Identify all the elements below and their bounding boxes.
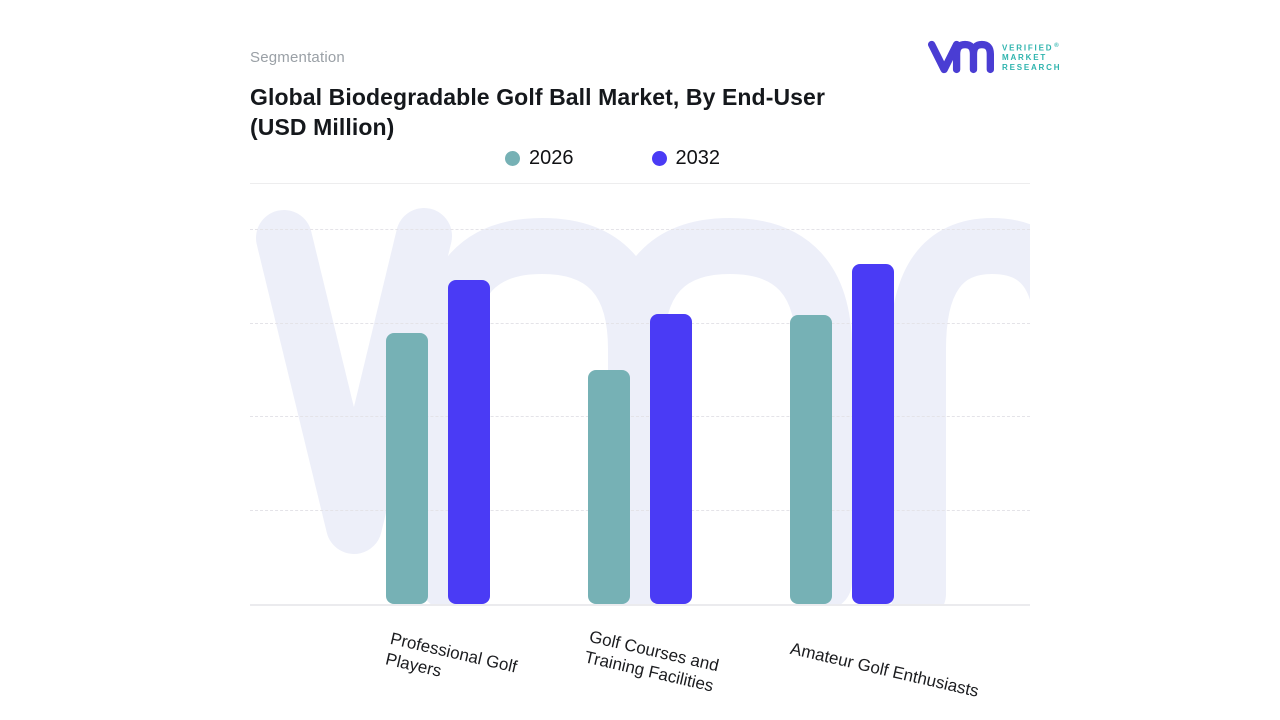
registered-mark: ® <box>1054 42 1059 49</box>
legend-label-2026: 2026 <box>529 147 574 169</box>
gridline <box>250 416 1030 417</box>
bar-2032-category-2 <box>852 264 894 604</box>
legend-item-2026: 2026 <box>505 147 574 170</box>
legend-swatch-2032 <box>651 151 667 166</box>
x-axis-label-0: Professional Golf Players <box>383 628 519 681</box>
vmr-logo-text: VERIFIED® MARKET RESEARCH <box>1002 42 1061 72</box>
chart-title-line1: Global Biodegradable Golf Ball Market, B… <box>250 84 826 110</box>
legend-label-2032: 2032 <box>675 147 721 169</box>
bar-2032-category-1 <box>650 314 692 604</box>
chart-title: Global Biodegradable Golf Ball Market, B… <box>250 82 825 142</box>
logo-market: MARKET <box>1002 53 1048 63</box>
bar-2026-category-0 <box>386 333 428 604</box>
x-axis-label-2: Amateur Golf Enthusiasts <box>788 638 981 701</box>
x-axis-label-1: Golf Courses and Training Facilities <box>582 626 721 696</box>
bar-2026-category-2 <box>790 315 832 604</box>
legend: 2026 2032 <box>505 147 720 170</box>
vmr-logo: VERIFIED® MARKET RESEARCH <box>928 38 1061 76</box>
plot-area <box>250 183 1030 606</box>
vmr-monogram-icon <box>928 40 994 74</box>
legend-swatch-2026 <box>505 151 520 166</box>
bar-2032-category-0 <box>448 280 490 604</box>
gridline <box>250 323 1030 324</box>
gridline <box>250 229 1030 230</box>
chart-title-line2: (USD Million) <box>250 114 395 140</box>
logo-research: RESEARCH <box>1002 62 1062 72</box>
bars-layer <box>250 184 1030 604</box>
logo-verified: VERIFIED <box>1002 43 1054 53</box>
eyebrow-segmentation: Segmentation <box>250 49 345 66</box>
legend-item-2032: 2032 <box>651 147 721 170</box>
gridline <box>250 510 1030 511</box>
bar-2026-category-1 <box>588 370 630 604</box>
